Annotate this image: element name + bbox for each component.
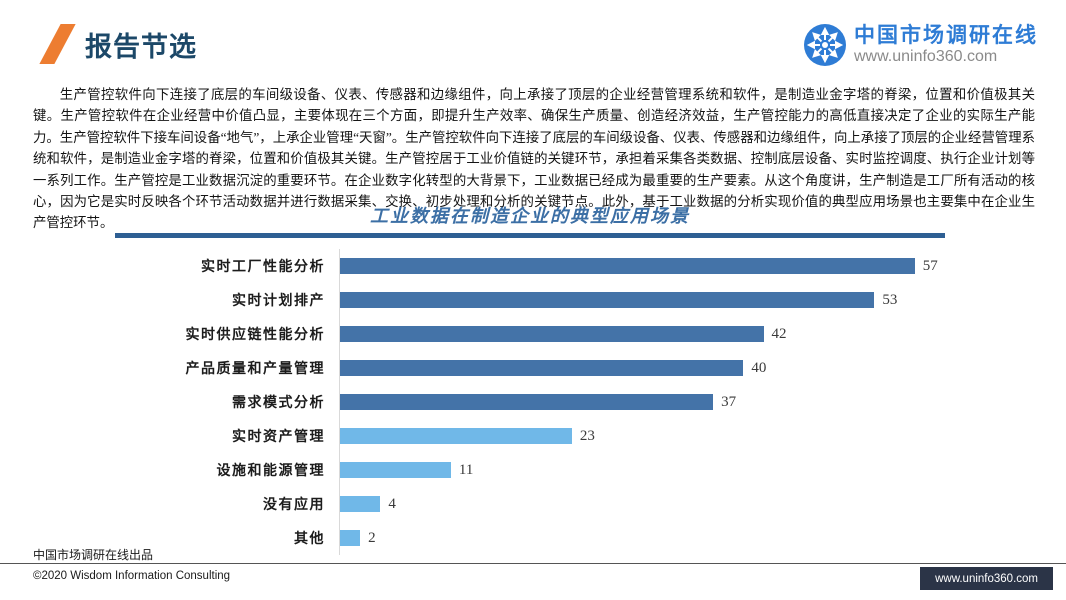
bar-area: 2 [339,521,945,555]
bar-area: 53 [339,283,945,317]
chart-row: 没有应用 4 [115,487,945,521]
category-label: 实时供应链性能分析 [185,328,325,343]
chart-title-rule [115,233,945,238]
page-header: 报告节选 [39,24,197,64]
slash-icon [39,24,76,64]
brand-logo: 中国市场调研在线 www.uninfo360.com [804,24,1038,67]
category-label: 实时计划排产 [232,294,325,309]
bar [340,530,361,546]
bar [340,496,381,512]
bar-area: 37 [339,385,945,419]
value-label: 57 [922,257,938,274]
chart-row: 实时工厂性能分析 57 [115,249,945,283]
bar-chart: 工业数据在制造企业的典型应用场景 实时工厂性能分析 57 实时计划排产 53 实时供应链… [115,202,945,555]
chart-plot-area: 实时工厂性能分析 57 实时计划排产 53 实时供应链性能分析 42 产品质量和产量管理 40… [115,238,945,555]
value-label: 42 [771,325,787,342]
value-label: 23 [579,427,595,444]
bar [340,428,572,444]
chart-row: 实时供应链性能分析 42 [115,317,945,351]
footer-url-badge[interactable]: www.uninfo360.com [920,567,1053,590]
category-label: 设施和能源管理 [216,464,325,479]
category-label: 实时资产管理 [232,430,325,445]
bar-area: 42 [339,317,945,351]
category-label: 产品质量和产量管理 [185,362,325,377]
bar-area: 4 [339,487,945,521]
page-title: 报告节选 [85,31,197,62]
report-paragraph: 生产管控软件向下连接了底层的车间级设备、仪表、传感器和边缘组件，向上承接了顶层的… [33,87,1035,231]
footer-copyright: ©2020 Wisdom Information Consulting [33,570,231,582]
value-label: 40 [751,359,767,376]
brand-name: 中国市场调研在线 [854,24,1038,47]
category-label: 其他 [294,532,325,547]
bar [340,360,744,376]
bar [340,394,714,410]
value-label: 11 [458,461,474,478]
value-label: 37 [721,393,737,410]
bar [340,292,875,308]
chart-row: 实时资产管理 23 [115,419,945,453]
footer-produced-by: 中国市场调研在线出品 [33,548,154,562]
chart-row: 设施和能源管理 11 [115,453,945,487]
footer-divider [0,563,1066,564]
category-label: 没有应用 [263,498,325,513]
value-label: 4 [388,495,396,512]
chart-row: 产品质量和产量管理 40 [115,351,945,385]
bar [340,326,764,342]
compass-logo-icon [804,24,846,66]
brand-url[interactable]: www.uninfo360.com [854,48,998,66]
value-label: 2 [368,529,376,546]
bar-area: 57 [339,249,945,283]
category-label: 实时工厂性能分析 [201,260,325,275]
category-label: 需求模式分析 [232,396,325,411]
chart-title: 工业数据在制造企业的典型应用场景 [370,206,690,226]
bar [340,258,915,274]
bar [340,462,451,478]
bar-area: 23 [339,419,945,453]
value-label: 53 [882,291,898,308]
bar-area: 11 [339,453,945,487]
chart-row: 需求模式分析 37 [115,385,945,419]
chart-row: 实时计划排产 53 [115,283,945,317]
chart-row: 其他 2 [115,521,945,555]
bar-area: 40 [339,351,945,385]
